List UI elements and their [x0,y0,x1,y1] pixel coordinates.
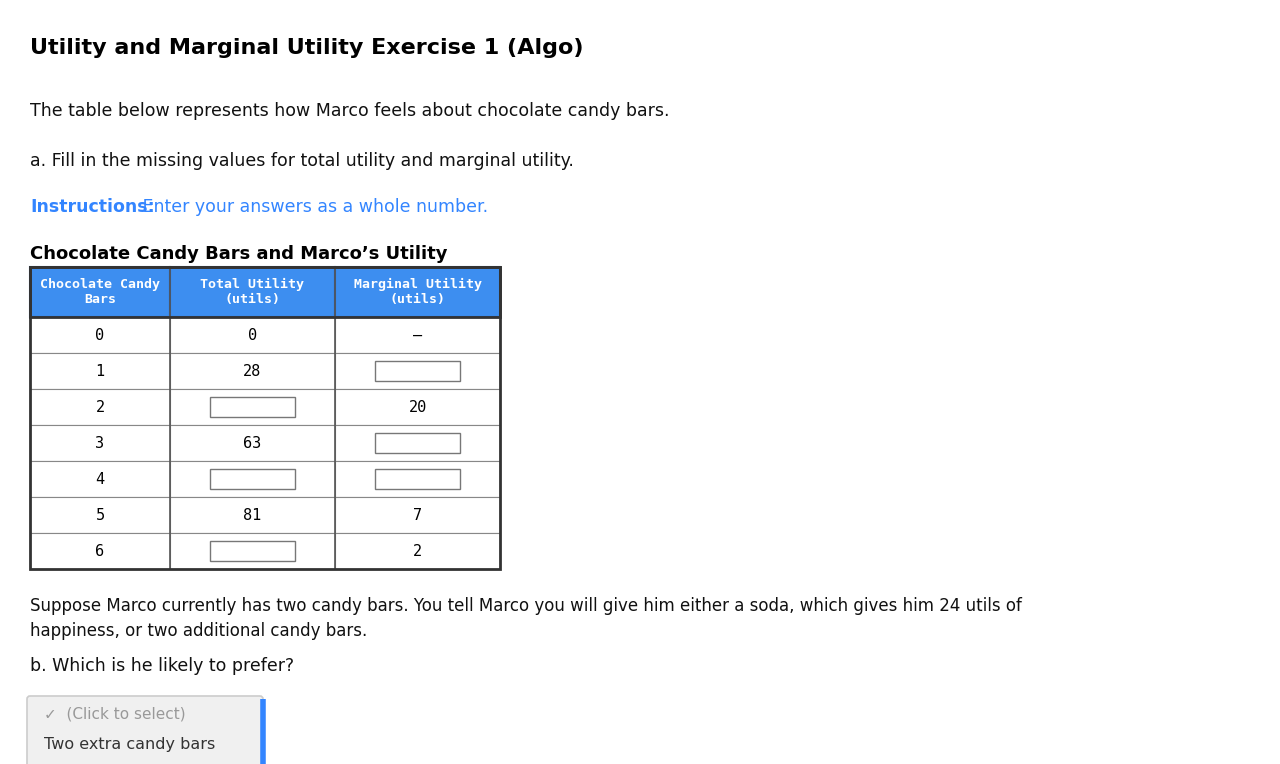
Text: Suppose Marco currently has two candy bars. You tell Marco you will give him eit: Suppose Marco currently has two candy ba… [29,597,1021,640]
Bar [335,317,500,353]
Text: Two extra candy bars: Two extra candy bars [44,736,215,752]
Text: Chocolate Candy Bars and Marco’s Utility: Chocolate Candy Bars and Marco’s Utility [29,245,448,263]
Bar [29,425,170,461]
Text: 2: 2 [96,400,105,415]
Bar [29,267,170,317]
Bar [170,317,335,353]
Text: 2: 2 [413,543,422,558]
Bar [375,432,461,454]
Text: 81: 81 [243,507,261,523]
Text: Total Utility
(utils): Total Utility (utils) [201,278,305,306]
Bar [170,533,335,569]
Bar [335,533,500,569]
Text: Enter your answers as a whole number.: Enter your answers as a whole number. [137,198,488,216]
Bar [170,389,335,425]
Bar [29,533,170,569]
Text: Chocolate Candy
Bars: Chocolate Candy Bars [40,278,160,306]
Text: ✓  (Click to select): ✓ (Click to select) [44,707,186,721]
Bar [170,461,335,497]
Bar [29,461,170,497]
Bar [210,397,296,417]
Bar [335,461,500,497]
Bar [170,353,335,389]
Text: 5: 5 [96,507,105,523]
Bar [335,497,500,533]
Text: 1: 1 [96,364,105,378]
Bar [170,267,335,317]
FancyBboxPatch shape [27,696,262,764]
Bar [29,267,500,569]
Bar [375,468,461,490]
Text: 20: 20 [408,400,426,415]
Text: 63: 63 [243,435,261,451]
Text: Marginal Utility
(utils): Marginal Utility (utils) [353,278,481,306]
Text: –: – [413,328,422,342]
Text: 7: 7 [413,507,422,523]
Text: 3: 3 [96,435,105,451]
Bar [29,317,170,353]
Text: 0: 0 [248,328,257,342]
Bar [335,353,500,389]
Text: 0: 0 [96,328,105,342]
Bar [335,425,500,461]
Bar [29,497,170,533]
Bar [170,497,335,533]
Text: The table below represents how Marco feels about chocolate candy bars.: The table below represents how Marco fee… [29,102,669,120]
Text: b. Which is he likely to prefer?: b. Which is he likely to prefer? [29,657,294,675]
Text: 4: 4 [96,471,105,487]
Text: Utility and Marginal Utility Exercise 1 (Algo): Utility and Marginal Utility Exercise 1 … [29,38,584,58]
Text: a. Fill in the missing values for total utility and marginal utility.: a. Fill in the missing values for total … [29,152,573,170]
Bar [335,267,500,317]
Bar [29,353,170,389]
Text: 6: 6 [96,543,105,558]
Bar [375,361,461,381]
Bar [170,425,335,461]
Bar [29,267,500,317]
Bar [210,541,296,562]
Bar [29,389,170,425]
Bar [210,468,296,490]
Bar [335,389,500,425]
Text: 28: 28 [243,364,261,378]
Text: Instructions:: Instructions: [29,198,155,216]
